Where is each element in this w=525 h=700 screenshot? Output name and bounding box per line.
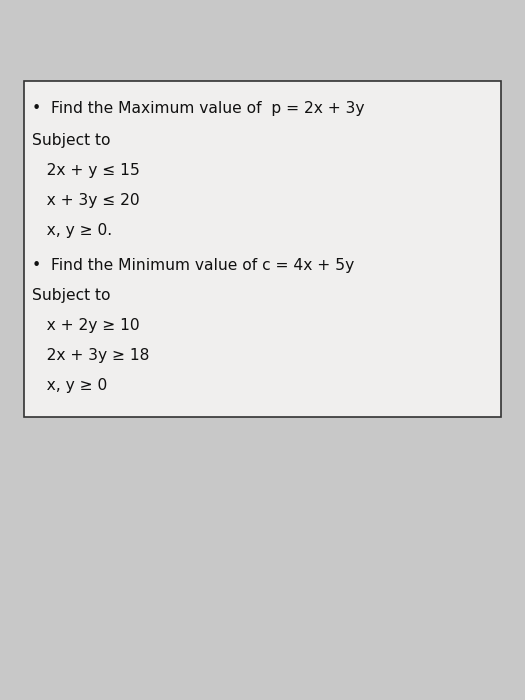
Text: 2x + y ≤ 15: 2x + y ≤ 15 — [32, 162, 139, 178]
Text: x, y ≥ 0.: x, y ≥ 0. — [32, 223, 112, 238]
Text: Subject to: Subject to — [32, 288, 110, 303]
Text: 2x + 3y ≥ 18: 2x + 3y ≥ 18 — [32, 348, 149, 363]
Text: x + 2y ≥ 10: x + 2y ≥ 10 — [32, 318, 139, 333]
Text: •  Find the Minimum value of c = 4x + 5y: • Find the Minimum value of c = 4x + 5y — [32, 258, 354, 273]
Text: x + 3y ≤ 20: x + 3y ≤ 20 — [32, 193, 139, 208]
Text: x, y ≥ 0: x, y ≥ 0 — [32, 378, 107, 393]
Text: Subject to: Subject to — [32, 132, 110, 148]
FancyBboxPatch shape — [24, 80, 501, 416]
Text: •  Find the Maximum value of  p = 2x + 3y: • Find the Maximum value of p = 2x + 3y — [32, 101, 364, 116]
